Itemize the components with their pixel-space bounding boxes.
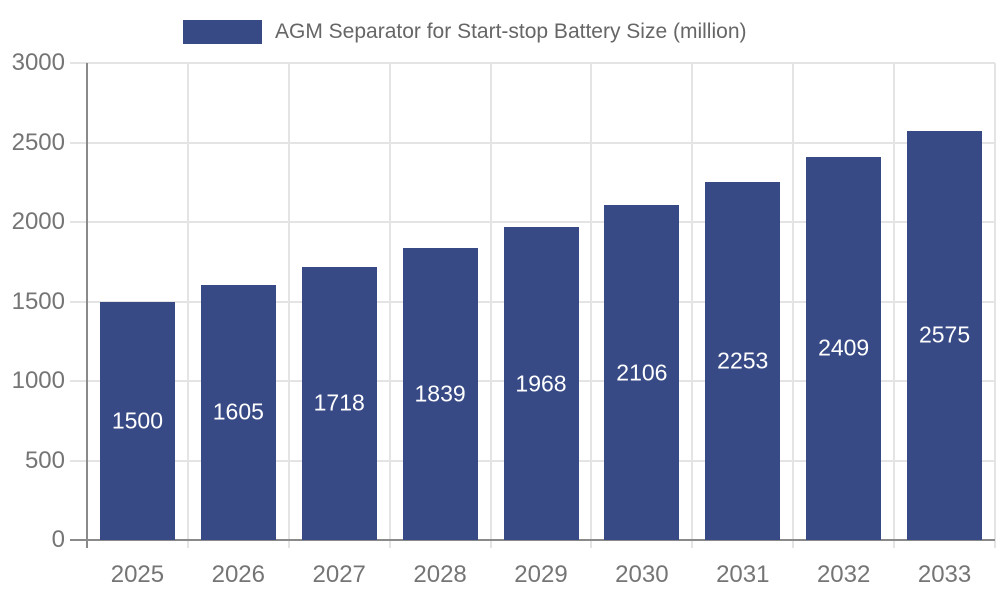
bar-value-label: 2106 bbox=[616, 359, 668, 386]
bar-value-label: 2409 bbox=[818, 334, 870, 361]
bar-value-label: 2575 bbox=[918, 321, 971, 348]
bar-2032[interactable]: 2409 bbox=[806, 156, 882, 540]
y-tick-label: 1000 bbox=[11, 367, 65, 394]
bar-2030[interactable]: 2106 bbox=[604, 205, 680, 540]
h-gridline bbox=[70, 62, 995, 64]
x-tick-label: 2028 bbox=[413, 561, 467, 588]
h-gridline bbox=[70, 221, 995, 223]
y-tick-label: 500 bbox=[24, 446, 65, 474]
x-tick-label: 2029 bbox=[514, 561, 568, 588]
legend-swatch[interactable] bbox=[183, 20, 262, 44]
bar-value-label: 1968 bbox=[515, 370, 567, 397]
x-tick-label: 2025 bbox=[110, 561, 165, 588]
bar-2028[interactable]: 1839 bbox=[402, 247, 478, 540]
x-tick-label: 2026 bbox=[211, 561, 265, 588]
x-tick-label: 2031 bbox=[716, 561, 770, 588]
bar-value-label: 1839 bbox=[414, 380, 466, 407]
bar-2026[interactable]: 1605 bbox=[200, 284, 276, 540]
bar-2025[interactable]: 1500 bbox=[99, 301, 175, 540]
bar-2029[interactable]: 1968 bbox=[503, 227, 579, 540]
bar-2027[interactable]: 1718 bbox=[301, 266, 377, 540]
x-tick-label: 2033 bbox=[917, 561, 972, 588]
y-tick-label: 0 bbox=[51, 526, 65, 553]
v-gridline bbox=[792, 63, 795, 548]
bar-value-label: 1718 bbox=[313, 389, 365, 416]
v-gridline bbox=[893, 63, 896, 548]
v-gridline bbox=[186, 63, 189, 548]
bar-value-label: 1500 bbox=[111, 407, 164, 434]
v-gridline bbox=[590, 63, 593, 548]
v-gridline bbox=[388, 63, 391, 548]
y-tick-label: 3000 bbox=[11, 49, 65, 76]
bar-2031[interactable]: 2253 bbox=[705, 181, 781, 540]
x-tick-label: 2030 bbox=[615, 561, 669, 588]
y-tick-label: 2000 bbox=[11, 208, 65, 235]
legend-label: AGM Separator for Start-stop Battery Siz… bbox=[275, 20, 747, 43]
x-tick-label: 2027 bbox=[312, 561, 366, 588]
v-gridline bbox=[489, 63, 492, 548]
y-tick-label: 1500 bbox=[11, 287, 65, 315]
legend-item[interactable]: AGM Separator for Start-stop Battery Siz… bbox=[183, 20, 747, 44]
bar-value-label: 1605 bbox=[212, 398, 264, 425]
v-gridline bbox=[287, 63, 290, 548]
v-gridline bbox=[691, 63, 694, 548]
x-axis-line bbox=[70, 539, 995, 541]
bar-2033[interactable]: 2575 bbox=[907, 130, 983, 540]
bar-value-label: 2253 bbox=[717, 347, 769, 374]
h-gridline bbox=[70, 141, 995, 144]
y-axis-line bbox=[86, 63, 88, 548]
y-tick-label: 2500 bbox=[11, 128, 65, 156]
x-tick-label: 2032 bbox=[816, 561, 871, 588]
v-gridline bbox=[994, 63, 996, 548]
